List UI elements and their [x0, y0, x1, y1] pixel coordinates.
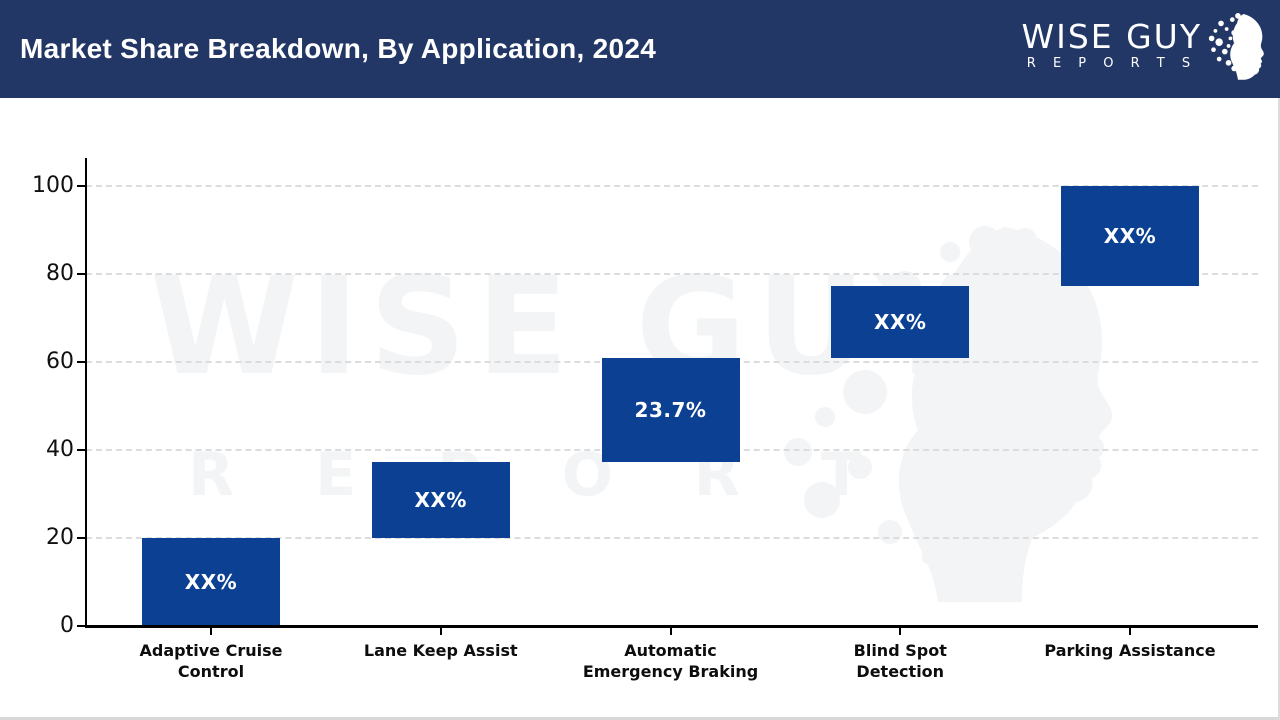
- y-tick-label: 20: [46, 525, 74, 550]
- x-tick-mark: [669, 628, 672, 635]
- x-axis-line: [85, 625, 1258, 628]
- bar-value-label: XX%: [184, 570, 238, 594]
- page-border-right: [1278, 98, 1280, 720]
- logo-head-icon: [1208, 13, 1264, 80]
- x-category-label: Automatic Emergency Braking: [582, 641, 759, 681]
- x-tick-mark: [439, 628, 442, 635]
- y-tick-label: 80: [46, 261, 74, 286]
- wise-guy-reports-logo: WISE GUY R E P O R T S: [1021, 8, 1268, 82]
- y-tick-label: 100: [32, 173, 74, 198]
- y-tick-mark: [77, 273, 85, 275]
- y-tick-label: 60: [46, 349, 74, 374]
- bar-value-label: 23.7%: [634, 397, 707, 422]
- y-tick-label: 40: [46, 437, 74, 462]
- bar-1: XX%: [142, 538, 280, 626]
- chart-title: Market Share Breakdown, By Application, …: [20, 33, 657, 64]
- y-tick-mark: [77, 625, 85, 627]
- y-tick-mark: [77, 537, 85, 539]
- bar-3: 23.7%: [601, 357, 740, 462]
- y-tick-mark: [77, 449, 85, 451]
- bar-2: XX%: [371, 461, 510, 538]
- header-bar: Market Share Breakdown, By Application, …: [0, 0, 1280, 98]
- y-axis-line: [85, 158, 87, 628]
- bar-value-label: XX%: [1103, 223, 1157, 248]
- logo-text: WISE GUY R E P O R T S: [1021, 17, 1202, 72]
- x-category-label: Parking Assistance: [1044, 641, 1216, 660]
- x-tick-mark: [899, 628, 902, 635]
- bar-5: XX%: [1061, 186, 1199, 286]
- gridline-20: [86, 537, 1258, 539]
- logo-secondary-text: R E P O R T S: [1026, 56, 1197, 71]
- gridline-80: [86, 273, 1258, 275]
- gridline-100: [86, 185, 1258, 187]
- x-category-label: Blind Spot Detection: [853, 641, 947, 681]
- y-tick-mark: [77, 361, 85, 363]
- bar-value-label: XX%: [874, 309, 927, 334]
- x-category-label: Lane Keep Assist: [363, 641, 518, 660]
- y-tick-mark: [77, 185, 85, 187]
- y-tick-label: 0: [60, 613, 74, 638]
- x-tick-mark: [210, 628, 212, 635]
- x-category-label: Adaptive Cruise Control: [139, 641, 283, 681]
- bar-value-label: XX%: [414, 487, 467, 512]
- x-tick-mark: [1129, 628, 1131, 635]
- bar-4: XX%: [831, 285, 970, 358]
- page-border-bottom: [0, 717, 1280, 720]
- logo-primary-text: WISE GUY: [1021, 17, 1202, 56]
